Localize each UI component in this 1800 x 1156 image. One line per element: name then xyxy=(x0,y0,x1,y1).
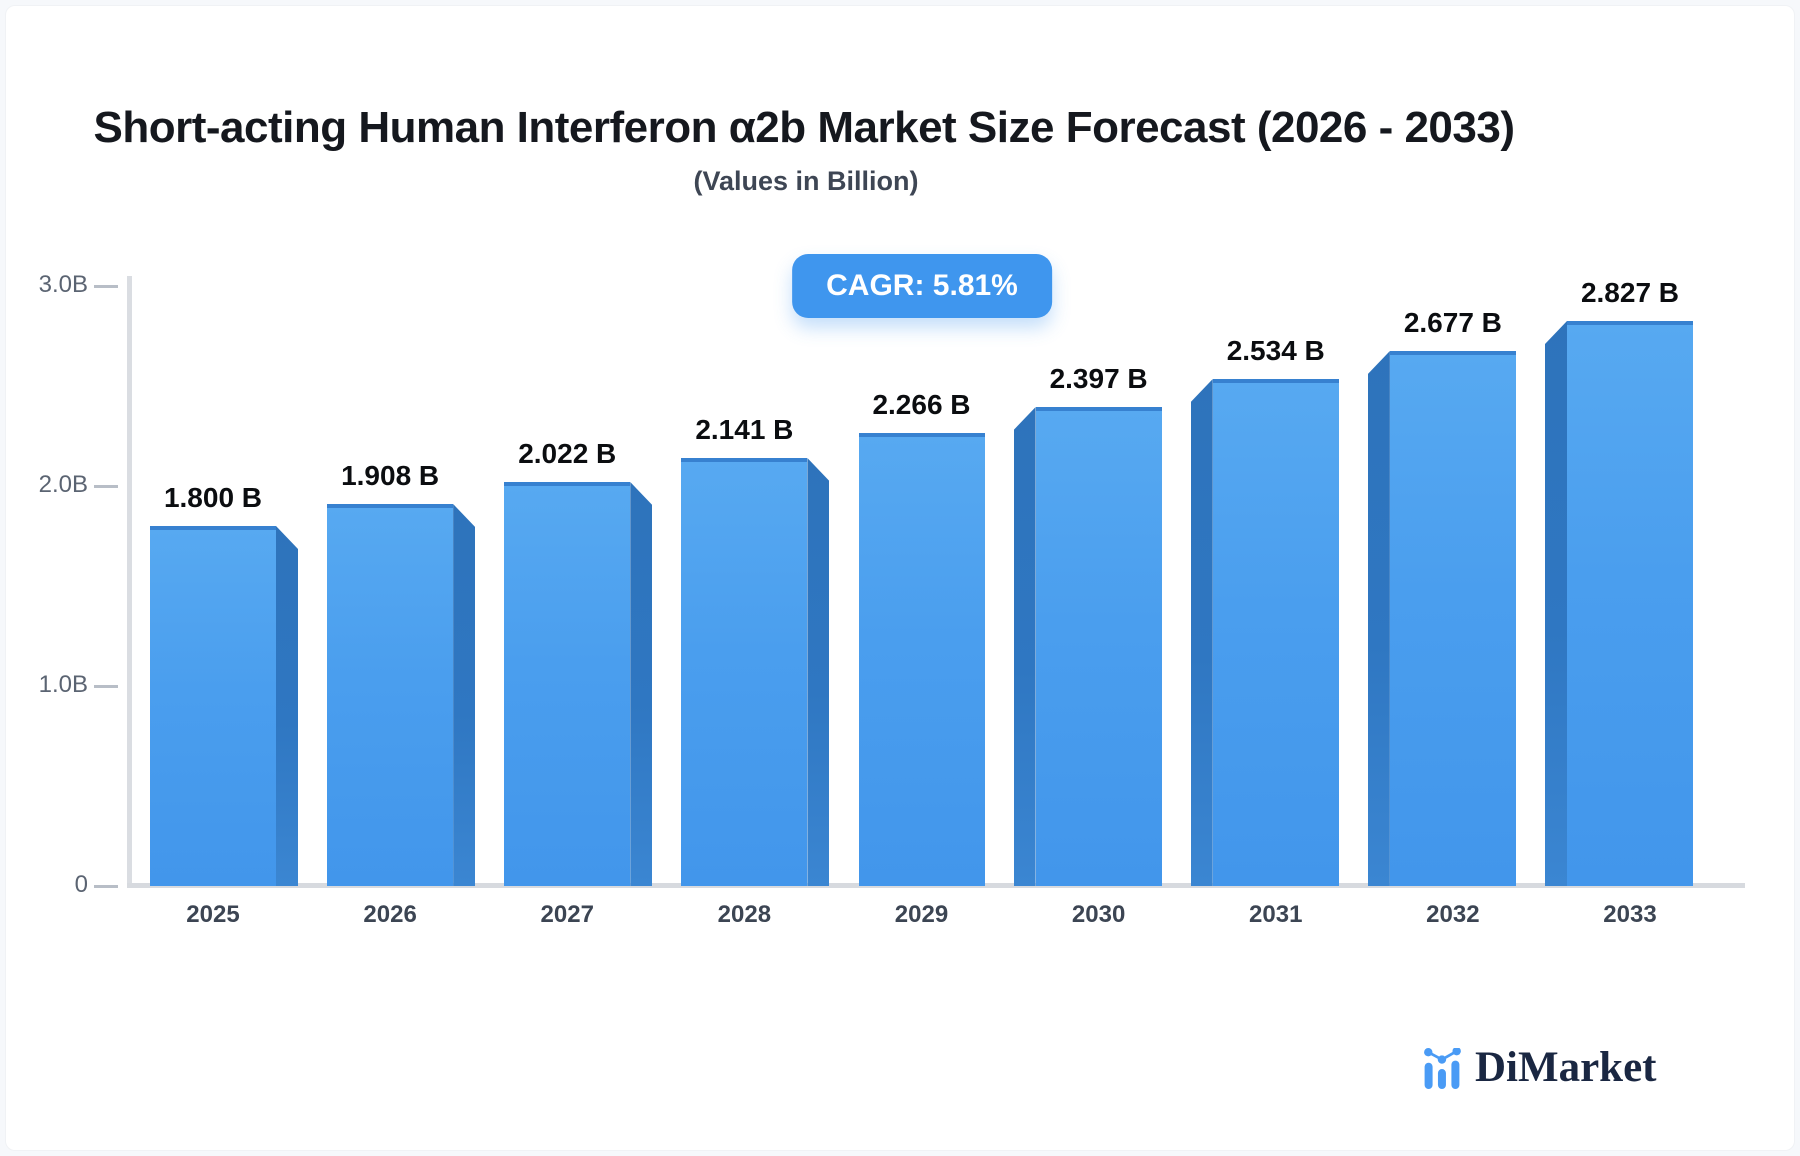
x-axis-label: 2033 xyxy=(1603,901,1657,928)
bar-value-label: 1.908 B xyxy=(341,460,440,491)
bar xyxy=(504,482,631,886)
bar xyxy=(858,433,985,886)
x-axis-label: 2026 xyxy=(363,901,417,928)
bar-value-label: 2.141 B xyxy=(695,414,794,445)
bar xyxy=(327,504,454,886)
page-subtitle: (Values in Billion) xyxy=(693,166,919,196)
bar-value-label: 2.677 B xyxy=(1403,307,1502,338)
bar-group-2031 xyxy=(1190,379,1339,886)
y-tick-mark xyxy=(94,285,118,288)
bar-side-3d xyxy=(1013,407,1036,886)
bar-side-3d xyxy=(807,458,830,886)
bar-group-2029 xyxy=(858,433,985,886)
y-tick-mark xyxy=(94,485,118,488)
bar xyxy=(1035,407,1162,886)
bar-side-3d xyxy=(453,504,476,886)
bar-value-label: 2.397 B xyxy=(1049,363,1148,394)
bar-line-chart-logo-icon xyxy=(1424,1047,1461,1089)
bar-side-3d xyxy=(1545,321,1567,886)
bar-group-2032 xyxy=(1367,351,1516,886)
x-axis-label: 2029 xyxy=(894,901,949,928)
cagr-badge: CAGR: 5.81% xyxy=(792,254,1052,318)
bar xyxy=(150,526,276,886)
bar-value-label: 1.800 B xyxy=(163,482,263,513)
bar-group-2030 xyxy=(1013,407,1162,886)
x-axis-label: 2030 xyxy=(1071,901,1126,928)
bar xyxy=(681,458,808,886)
bar-value-label: 2.266 B xyxy=(872,389,971,420)
y-tick-mark xyxy=(94,685,118,688)
bar-group-2028 xyxy=(681,458,830,886)
bar xyxy=(1567,321,1693,886)
y-tick-mark xyxy=(94,885,118,888)
x-axis-label: 2025 xyxy=(186,901,240,928)
y-axis-label: 3.0B xyxy=(38,271,88,298)
bar-value-label: 2.022 B xyxy=(518,438,617,469)
y-axis-label: 2.0B xyxy=(38,471,88,498)
bar xyxy=(1389,351,1516,886)
x-axis-label: 2032 xyxy=(1426,901,1480,928)
bar-group-2025 xyxy=(150,526,298,886)
brand-logo: DiMarket xyxy=(1424,1044,1657,1092)
y-axis-line xyxy=(127,276,132,888)
y-axis-label: 1.0B xyxy=(38,671,88,698)
x-axis-label: 2028 xyxy=(717,901,772,928)
page-title: Short-acting Human Interferon α2b Market… xyxy=(93,103,1515,152)
bar-group-2026 xyxy=(327,504,476,886)
x-axis-label: 2027 xyxy=(540,901,594,928)
bar-group-2033 xyxy=(1545,321,1693,886)
y-axis-label: 0 xyxy=(74,871,88,898)
bar-side-3d xyxy=(276,526,298,886)
brand-logo-text: DiMarket xyxy=(1475,1044,1657,1091)
bar-side-3d xyxy=(1190,379,1213,886)
bar-side-3d xyxy=(630,482,653,886)
bar-value-label: 2.827 B xyxy=(1580,277,1680,308)
bar-group-2027 xyxy=(504,482,653,886)
bar-value-label: 2.534 B xyxy=(1226,335,1325,366)
x-axis-label: 2031 xyxy=(1249,901,1303,928)
bar-side-3d xyxy=(1367,351,1390,886)
bar xyxy=(1212,379,1339,886)
